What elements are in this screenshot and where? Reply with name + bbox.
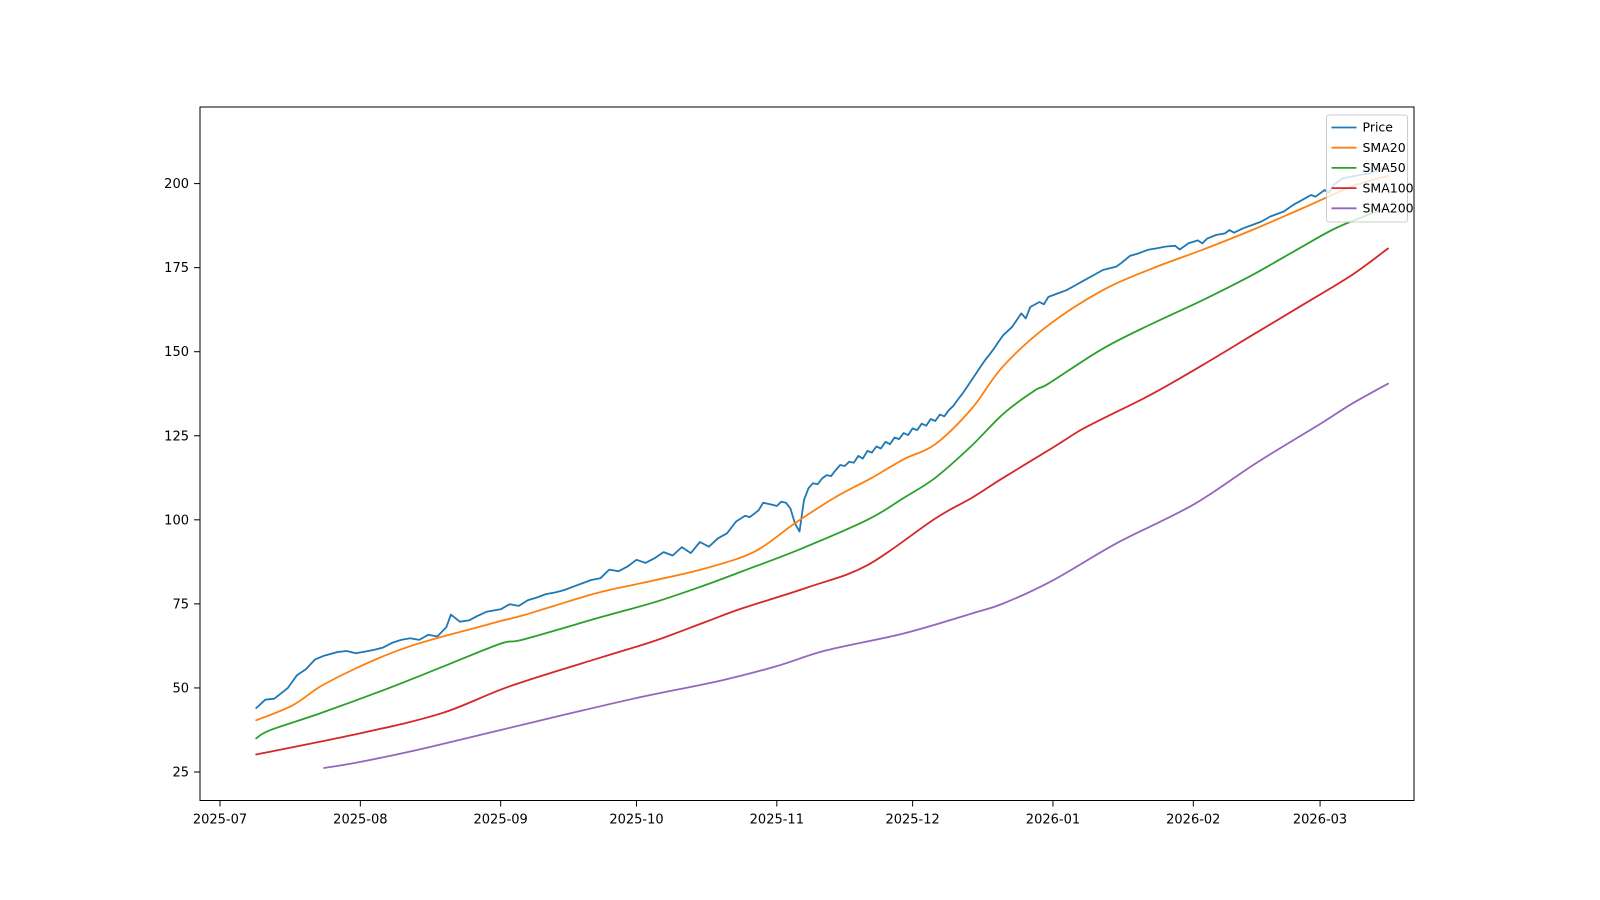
x-tick-label: 2026-01 [1026, 813, 1080, 828]
legend-label: SMA200 [1363, 201, 1414, 216]
legend-box [1326, 114, 1408, 223]
y-tick-label: 200 [164, 177, 189, 192]
plot-border [199, 106, 1415, 801]
x-tick-label: 2026-03 [1293, 813, 1347, 828]
legend: Price SMA20 SMA50 SMA100 SMA200 [1326, 114, 1414, 223]
series-line-sma200 [323, 382, 1389, 769]
x-tick-label: 2025-10 [609, 813, 663, 828]
y-tick-label: 125 [164, 429, 189, 444]
legend-entry-sma100: SMA100 [1331, 180, 1414, 195]
series-line-price [255, 165, 1389, 709]
plot-area [255, 165, 1389, 769]
x-tick-label: 2026-02 [1166, 813, 1220, 828]
series-line-sma20 [255, 175, 1389, 722]
legend-entry-price: Price [1331, 120, 1394, 135]
legend-entry-sma20: SMA20 [1331, 140, 1406, 155]
x-tick-label: 2025-12 [885, 813, 939, 828]
x-tick-label: 2025-11 [750, 813, 804, 828]
y-tick-label: 75 [172, 597, 189, 612]
x-tick-label: 2025-07 [193, 813, 247, 828]
legend-entry-sma200: SMA200 [1331, 201, 1414, 216]
y-axis: 25 50 75 100 125 150 175 200 [164, 177, 200, 781]
y-tick-label: 50 [172, 681, 189, 696]
y-tick-label: 25 [172, 766, 189, 781]
x-tick-label: 2025-08 [333, 813, 387, 828]
x-axis: 2025-07 2025-08 2025-09 2025-10 2025-11 2025-… [193, 800, 1347, 828]
legend-entry-sma50: SMA50 [1331, 160, 1406, 175]
legend-label: SMA50 [1363, 160, 1406, 175]
series-line-sma100 [255, 247, 1389, 756]
legend-label: SMA20 [1363, 140, 1406, 155]
x-tick-label: 2025-09 [474, 813, 528, 828]
legend-label: Price [1363, 120, 1394, 135]
y-tick-label: 175 [164, 261, 189, 276]
y-tick-label: 150 [164, 345, 189, 360]
y-tick-label: 100 [164, 513, 189, 528]
legend-label: SMA100 [1363, 180, 1414, 195]
series-line-sma50 [255, 206, 1389, 740]
